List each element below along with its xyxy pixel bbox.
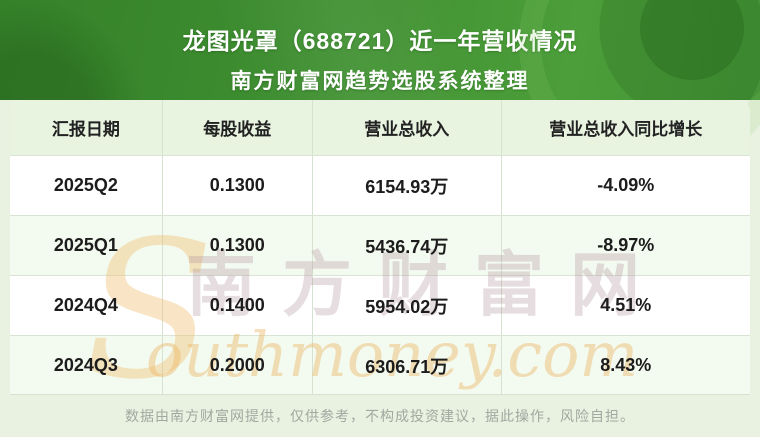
banner: 龙图光罩（688721）近一年营收情况 南方财富网趋势选股系统整理	[0, 0, 760, 177]
eps-cell: 0.1300	[161, 216, 312, 275]
table-header-row: 汇报日期 每股收益 营业总收入 营业总收入同比增长	[10, 100, 750, 155]
revenue-table: 汇报日期 每股收益 营业总收入 营业总收入同比增长 2025Q2 0.1300 …	[10, 100, 750, 395]
column-header-eps: 每股收益	[161, 100, 312, 155]
eps-cell: 0.1300	[161, 156, 312, 215]
revenue-value: 5954.02万	[365, 296, 449, 317]
period-value: 2025Q1	[53, 235, 118, 255]
period-cell: 2025Q2	[10, 156, 162, 215]
column-header-yoy-growth: 营业总收入同比增长	[500, 100, 750, 155]
yoy-value: -4.09%	[597, 175, 655, 195]
eps-value: 0.1300	[209, 175, 265, 195]
period-cell: 2024Q4	[10, 276, 162, 335]
yoy-cell: -8.97%	[500, 216, 750, 275]
period-cell: 2025Q1	[10, 216, 162, 275]
table-row: 2024Q3 0.2000 6306.71万 8.43%	[10, 335, 750, 394]
revenue-cell: 5436.74万	[311, 216, 501, 275]
column-header-label: 营业总收入	[364, 120, 450, 139]
eps-cell: 0.1400	[161, 276, 312, 335]
column-header-report-date: 汇报日期	[10, 100, 162, 155]
table-row: 2024Q4 0.1400 5954.02万 4.51%	[10, 275, 750, 335]
yoy-cell: -4.09%	[500, 156, 750, 215]
yoy-cell: 8.43%	[500, 336, 750, 394]
page-subtitle: 南方财富网趋势选股系统整理	[230, 70, 530, 93]
disclaimer-text: 数据由南方财富网提供，仅供参考，不构成投资建议，据此操作，风险自担。	[125, 408, 635, 424]
yoy-value: -8.97%	[597, 235, 655, 255]
revenue-value: 6154.93万	[365, 176, 449, 197]
revenue-cell: 5954.02万	[311, 276, 501, 335]
column-header-label: 汇报日期	[51, 120, 120, 139]
column-header-label: 每股收益	[203, 120, 272, 139]
eps-value: 0.1300	[209, 235, 265, 255]
revenue-value: 5436.74万	[365, 236, 449, 257]
period-value: 2025Q2	[53, 175, 118, 195]
yoy-cell: 4.51%	[500, 276, 750, 335]
eps-value: 0.2000	[209, 355, 265, 375]
eps-cell: 0.2000	[161, 336, 312, 394]
table-row: 2025Q1 0.1300 5436.74万 -8.97%	[10, 215, 750, 275]
footer: 数据由南方财富网提供，仅供参考，不构成投资建议，据此操作，风险自担。	[0, 395, 760, 437]
period-value: 2024Q4	[53, 295, 118, 315]
period-cell: 2024Q3	[10, 336, 162, 394]
yoy-value: 8.43%	[600, 355, 652, 375]
period-value: 2024Q3	[53, 355, 118, 375]
column-header-revenue: 营业总收入	[311, 100, 501, 155]
revenue-value: 6306.71万	[365, 356, 449, 377]
page-title: 龙图光罩（688721）近一年营收情况	[182, 28, 578, 54]
revenue-cell: 6306.71万	[311, 336, 501, 394]
table-row: 2025Q2 0.1300 6154.93万 -4.09%	[10, 155, 750, 215]
eps-value: 0.1400	[209, 295, 265, 315]
yoy-value: 4.51%	[600, 295, 652, 315]
revenue-cell: 6154.93万	[311, 156, 501, 215]
column-header-label: 营业总收入同比增长	[549, 120, 703, 139]
